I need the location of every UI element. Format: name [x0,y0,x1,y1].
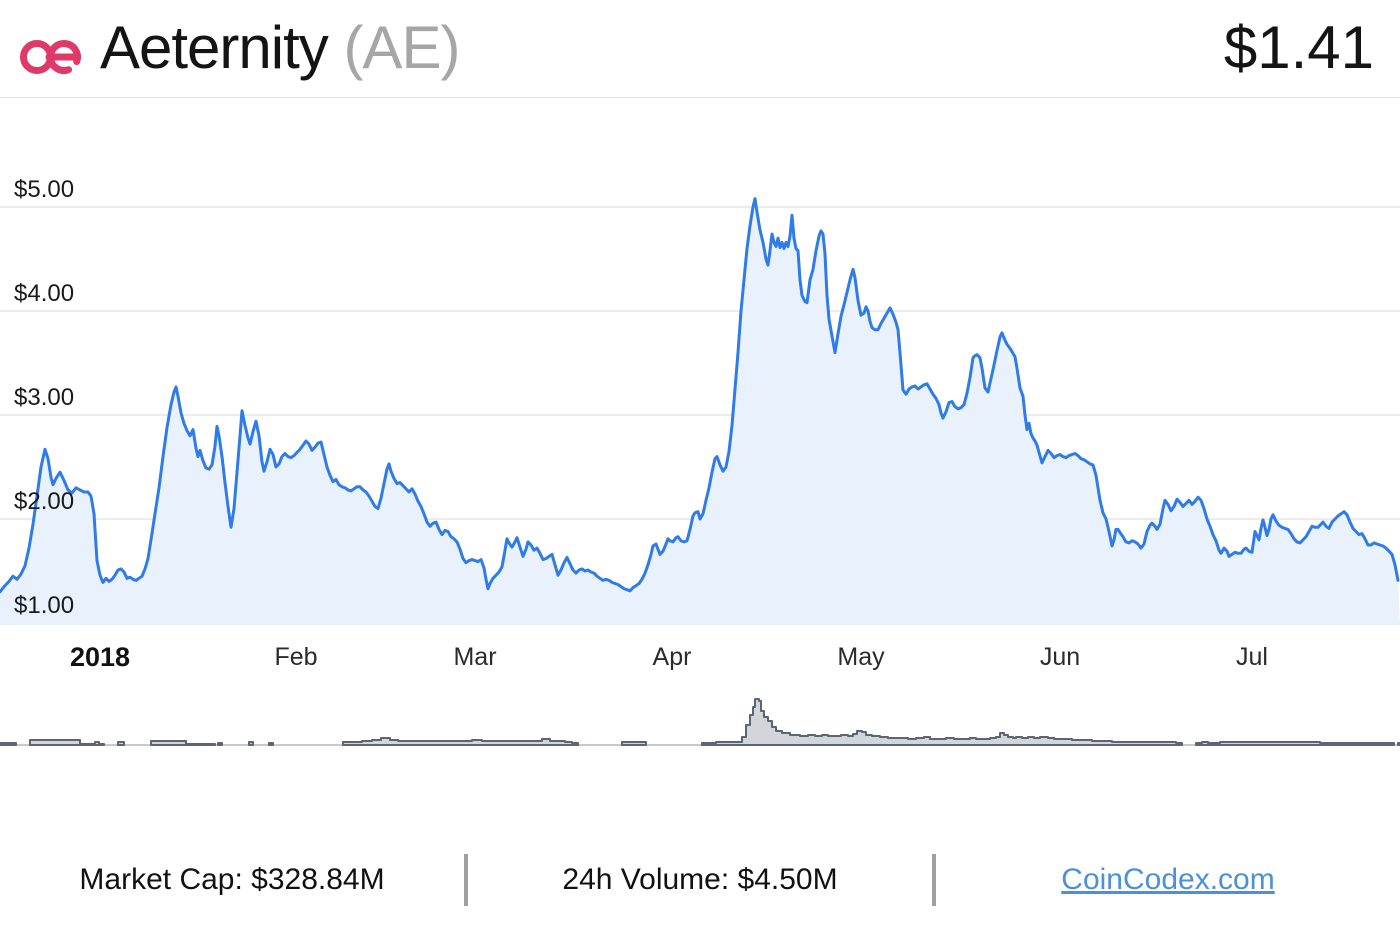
x-axis-label-year: 2018 [69,642,131,672]
x-axis-label: May [837,643,885,671]
market-cap-stat: Market Cap: $328.84M [79,863,385,896]
header-divider [0,97,1400,98]
aeternity-logo-icon [20,40,81,74]
price-area-fill [0,198,1400,625]
page-title: Aeternity (AE) [100,12,460,84]
price-line [0,197,1400,594]
y-axis-label: $3.00 [14,384,75,411]
current-price: $1.41 [1223,14,1374,81]
volume-area [0,698,1400,746]
x-axis-label: Jul [1236,643,1268,671]
y-axis-label: $4.00 [14,280,75,307]
footer-divider [464,854,468,906]
y-axis-label: $2.00 [14,488,75,515]
x-axis-label: Apr [652,643,692,671]
x-axis-label: Feb [274,643,318,671]
volume-24h-stat: 24h Volume: $4.50M [562,863,838,896]
logo-right-ring [47,40,81,74]
y-axis-label: $1.00 [14,592,75,619]
footer-stats-bar: Market Cap: $328.84M 24h Volume: $4.50M … [0,850,1400,910]
footer-divider [932,854,936,906]
y-axis-label: $5.00 [14,176,75,203]
header: Aeternity (AE) $1.41 [0,0,1400,97]
x-axis-label: Mar [453,643,497,671]
x-axis-label: Jun [1039,643,1081,671]
coin-symbol: (AE) [343,14,460,81]
coincodex-link[interactable]: CoinCodex.com [1061,863,1275,896]
coin-name: Aeternity [100,14,329,81]
